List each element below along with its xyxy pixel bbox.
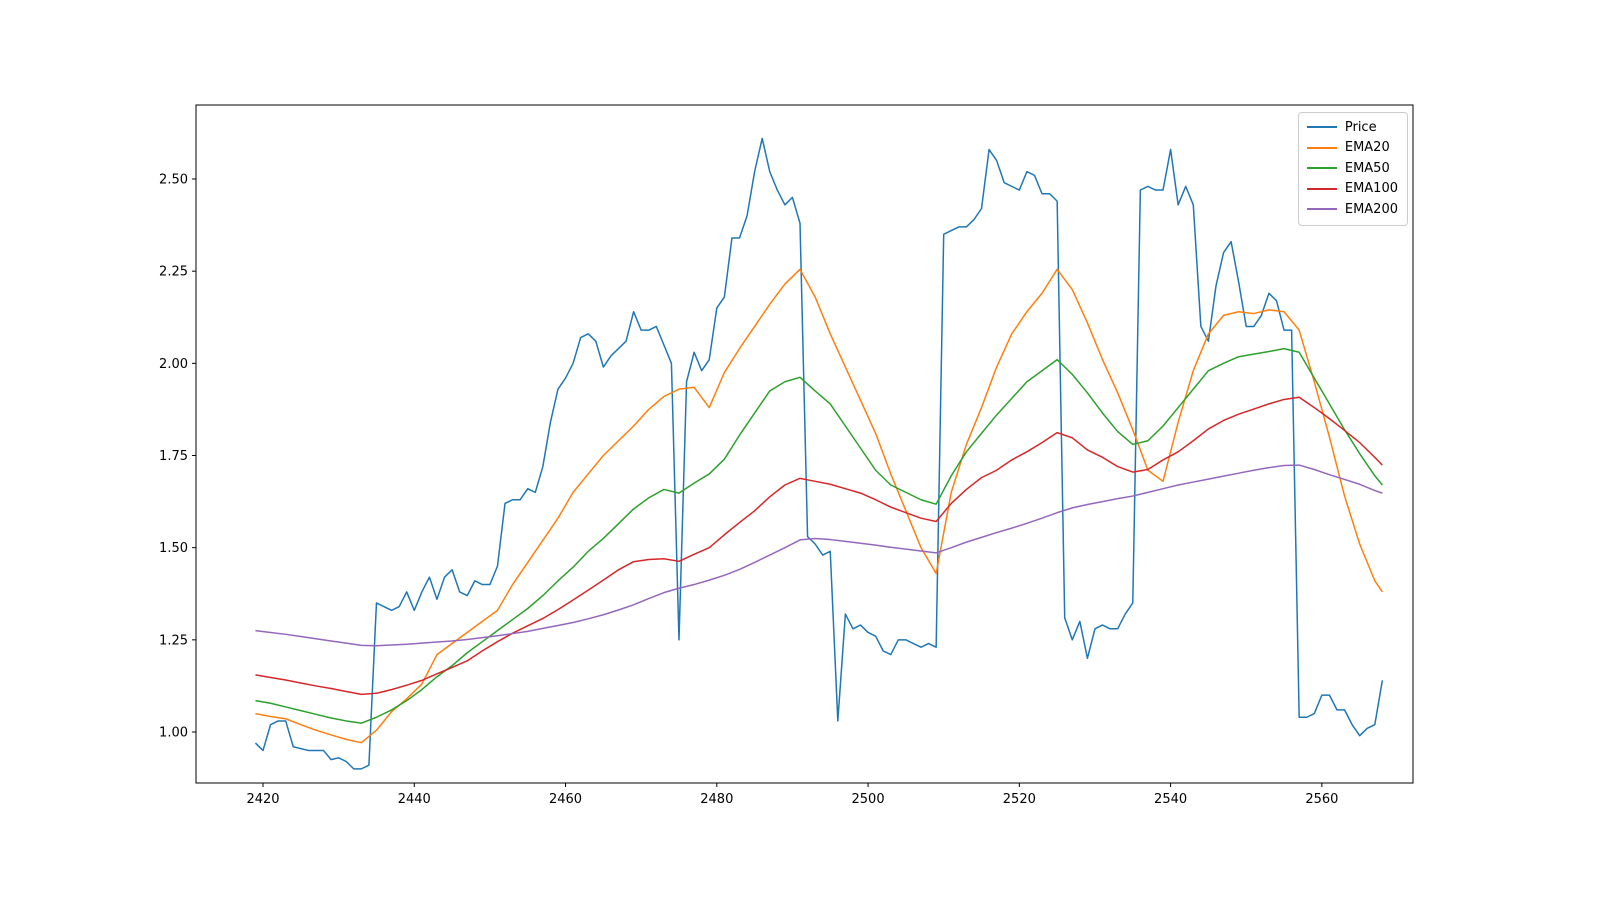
y-tick-label: 1.50 [159, 541, 188, 556]
ema100-line [255, 396, 1383, 696]
x-tick-label: 2420 [246, 792, 279, 807]
legend-label: EMA100 [1344, 181, 1398, 197]
x-tick-label: 2480 [700, 792, 733, 807]
x-tick-label: 2520 [1003, 792, 1036, 807]
legend-item-ema200: EMA200 [1306, 199, 1398, 220]
y-tick-label: 2.00 [159, 357, 188, 372]
legend-item-ema20: EMA20 [1306, 138, 1398, 159]
legend-swatch-ema20 [1306, 146, 1337, 149]
y-tick-label: 2.25 [159, 265, 188, 280]
legend-label: EMA20 [1344, 140, 1390, 156]
legend-item-ema100: EMA100 [1306, 179, 1398, 200]
x-tick-label: 2500 [852, 792, 885, 807]
legend-swatch-ema200 [1306, 208, 1337, 211]
ema200-line [255, 464, 1383, 647]
legend-label: EMA50 [1344, 160, 1390, 176]
legend-item-price: Price [1306, 117, 1398, 138]
ema50-line [255, 347, 1383, 724]
legend-label: EMA200 [1344, 201, 1398, 217]
legend-swatch-price [1306, 126, 1337, 129]
ema20-line [255, 268, 1383, 744]
price-line [254, 137, 1384, 770]
x-tick-label: 2440 [398, 792, 431, 807]
legend-swatch-ema100 [1306, 187, 1337, 190]
y-tick-label: 1.00 [159, 726, 188, 741]
x-tick-label: 2540 [1154, 792, 1187, 807]
x-tick-label: 2460 [549, 792, 582, 807]
legend-swatch-ema50 [1306, 167, 1337, 170]
y-tick-label: 1.25 [159, 633, 188, 648]
y-tick-label: 2.50 [159, 172, 188, 187]
legend: Price EMA20 EMA50 EMA100 EMA200 [1297, 112, 1408, 226]
legend-item-ema50: EMA50 [1306, 158, 1398, 179]
legend-label: Price [1344, 119, 1377, 135]
y-tick-label: 1.75 [159, 449, 188, 464]
plot-border [195, 104, 1414, 784]
x-tick-label: 2560 [1305, 792, 1338, 807]
